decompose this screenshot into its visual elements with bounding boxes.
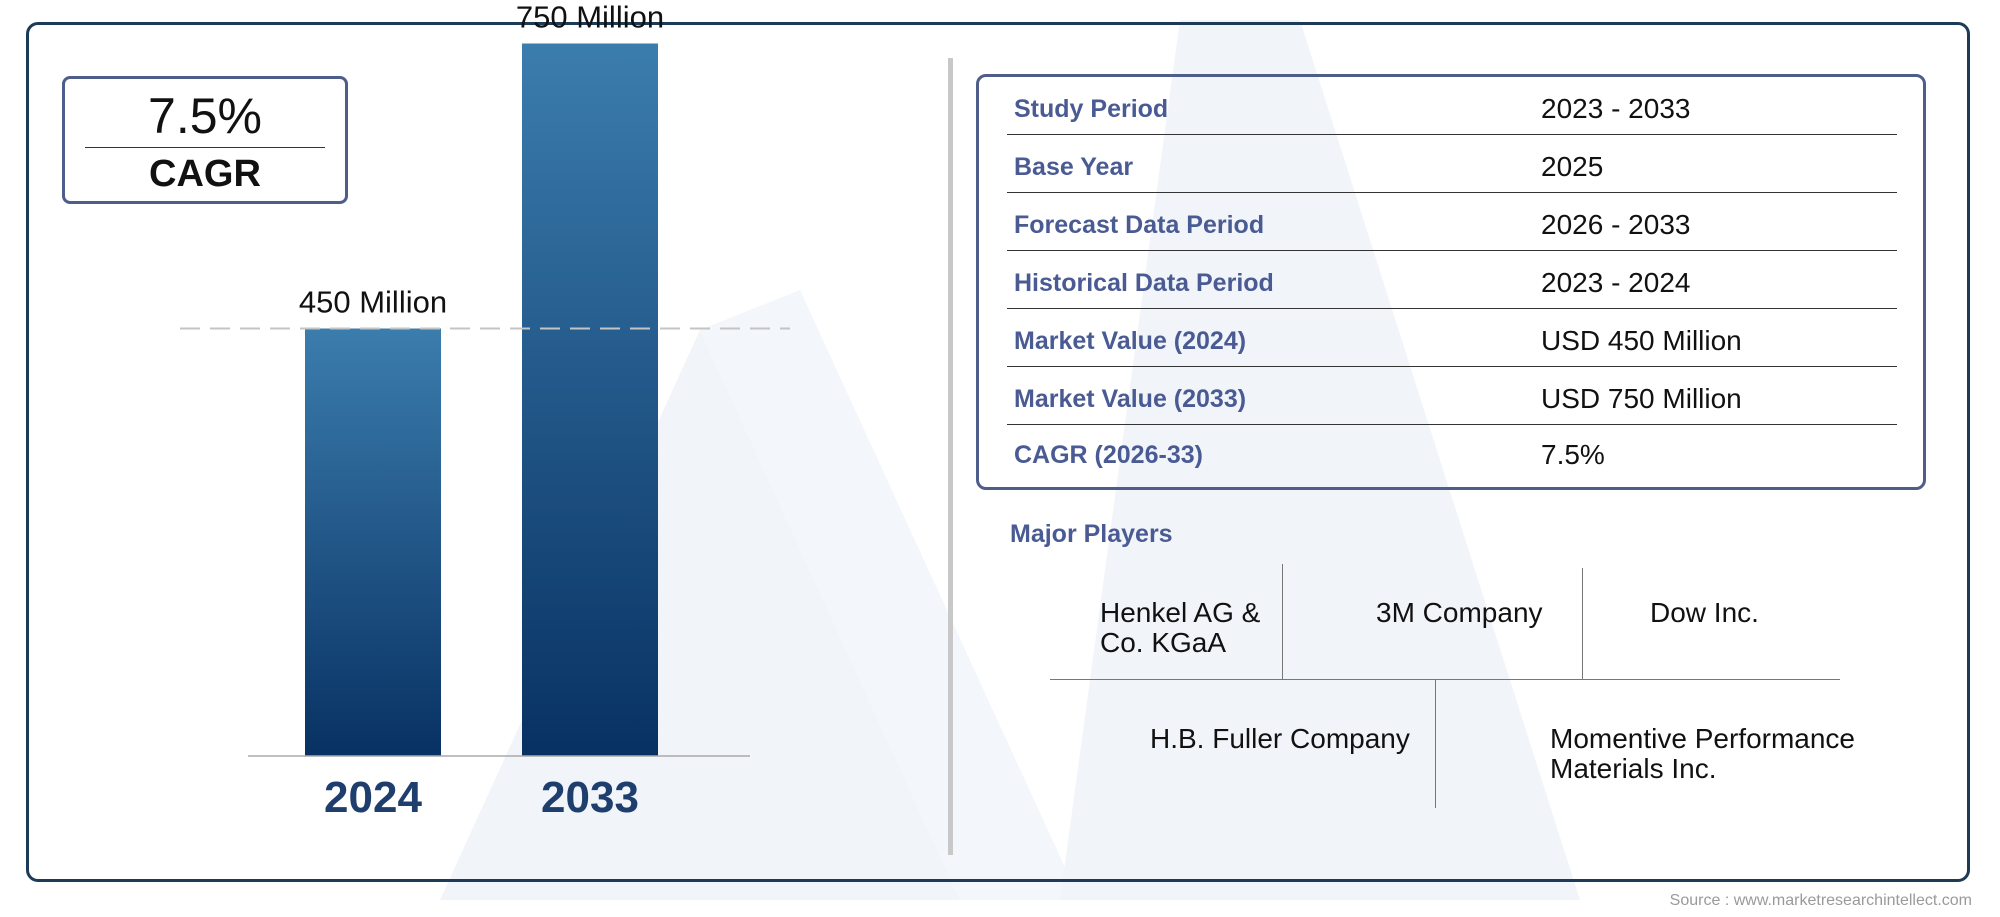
info-row-historical-period: Historical Data Period 2023 - 2024	[1007, 251, 1897, 309]
info-row-base-year: Base Year 2025	[1007, 135, 1897, 193]
info-label: Market Value (2024)	[1014, 327, 1247, 355]
bar-2033	[522, 43, 658, 756]
info-value: 2023 - 2033	[1541, 93, 1691, 124]
data-label: 750 Million	[516, 0, 664, 35]
section-divider	[948, 58, 953, 855]
bar-2024	[305, 328, 441, 756]
info-label: Base Year	[1014, 153, 1134, 181]
info-row-forecast-period: Forecast Data Period 2026 - 2033	[1007, 193, 1897, 251]
player-separator	[1435, 680, 1436, 808]
cagr-label: CAGR	[149, 153, 261, 195]
player-3m: 3M Company	[1376, 597, 1543, 628]
source-credit: Source : www.marketresearchintellect.com	[1669, 892, 1972, 909]
infographic-frame	[26, 22, 1970, 882]
player-hb-fuller: H.B. Fuller Company	[1150, 723, 1410, 754]
info-label: Forecast Data Period	[1014, 211, 1265, 239]
market-info-table: Study Period 2023 - 2033 Base Year 2025 …	[976, 74, 1926, 490]
info-value: 2026 - 2033	[1541, 209, 1691, 240]
info-label: CAGR (2026-33)	[1014, 441, 1203, 469]
info-label: Market Value (2033)	[1014, 385, 1247, 413]
player-momentive: Momentive Performance Materials Inc.	[1550, 723, 1856, 784]
player-henkel: Henkel AG & Co. KGaA	[1100, 597, 1261, 658]
info-value: USD 750 Million	[1541, 383, 1742, 414]
player-dow: Dow Inc.	[1650, 597, 1759, 628]
info-row-cagr: CAGR (2026-33) 7.5%	[1007, 423, 1897, 480]
cagr-rule	[85, 147, 325, 148]
info-value: 2023 - 2024	[1541, 267, 1691, 298]
info-row-market-value-2024: Market Value (2024) USD 450 Million	[1007, 309, 1897, 367]
info-row-study-period: Study Period 2023 - 2033	[1007, 77, 1897, 135]
bar-chart: 450 Million 2024 750 Million 2033	[180, 0, 790, 822]
data-label: 450 Million	[299, 285, 447, 320]
player-separator	[1282, 564, 1283, 679]
info-label: Historical Data Period	[1014, 269, 1274, 297]
info-row-market-value-2033: Market Value (2033) USD 750 Million	[1007, 367, 1897, 425]
cagr-box: 7.5% CAGR	[62, 76, 348, 204]
major-players-title: Major Players	[1010, 520, 1173, 548]
category-label: 2024	[324, 773, 422, 822]
player-row-separator	[1050, 679, 1840, 680]
info-value: 7.5%	[1541, 439, 1605, 470]
cagr-value: 7.5%	[148, 88, 262, 144]
info-label: Study Period	[1014, 95, 1169, 123]
info-value: USD 450 Million	[1541, 325, 1742, 356]
category-label: 2033	[541, 773, 639, 822]
player-separator	[1582, 568, 1583, 679]
info-value: 2025	[1541, 151, 1604, 182]
